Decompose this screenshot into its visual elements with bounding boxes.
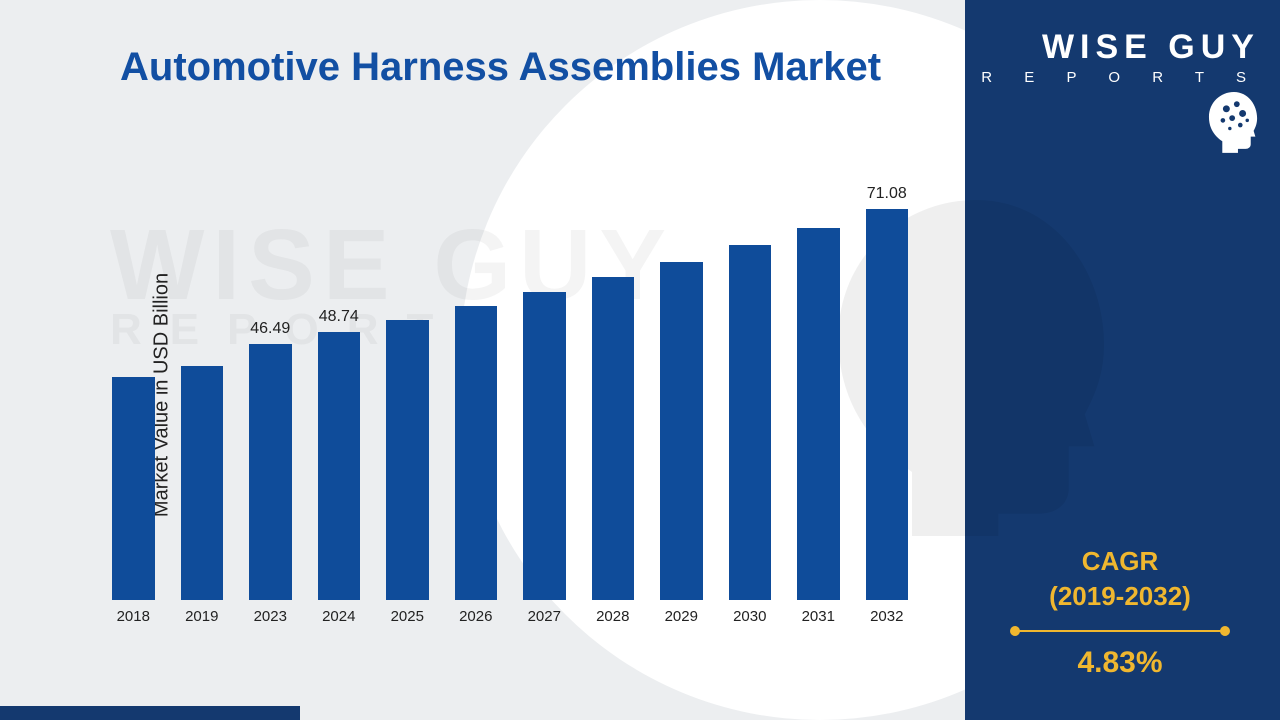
bars-container: 46.49 48.74 71.08 — [100, 160, 920, 600]
bar-col — [517, 160, 572, 600]
x-tick: 2018 — [106, 600, 161, 630]
chart-title: Automotive Harness Assemblies Market — [120, 44, 881, 90]
bar — [729, 245, 772, 600]
brand-subline: R E P O R T S — [981, 69, 1260, 86]
x-tick: 2028 — [586, 600, 641, 630]
x-tick: 2030 — [723, 600, 778, 630]
footer-accent-bar — [0, 706, 300, 720]
x-tick: 2025 — [380, 600, 435, 630]
x-tick: 2023 — [243, 600, 298, 630]
bar-col — [654, 160, 709, 600]
x-axis-ticks: 2018 2019 2023 2024 2025 2026 2027 2028 2029 2030… — [100, 600, 920, 630]
bar — [455, 306, 498, 600]
bar — [592, 277, 635, 600]
x-tick: 2024 — [312, 600, 367, 630]
report-graphic: WISE GUYREPORTS Automotive Harness Assem… — [0, 0, 1280, 720]
bar-col — [586, 160, 641, 600]
x-tick: 2032 — [860, 600, 915, 630]
bar-value-label: 71.08 — [867, 185, 907, 203]
bar-col: 48.74 — [312, 160, 367, 600]
bar-col — [175, 160, 230, 600]
cagr-period: (2019-2032) — [990, 581, 1250, 612]
bar-chart: Market Value in USD Billion 46.4948.7471… — [40, 160, 920, 630]
x-tick: 2026 — [449, 600, 504, 630]
x-tick: 2029 — [654, 600, 709, 630]
bar-value-label: 48.74 — [319, 308, 359, 326]
bar-col: 71.08 — [860, 160, 915, 600]
bar — [249, 344, 292, 600]
cagr-value: 4.83% — [990, 646, 1250, 680]
brand-name-text: WISE GUY — [1042, 28, 1260, 66]
bar-value-label: 46.49 — [250, 320, 290, 338]
plot-area: 46.49 48.74 71.08 — [100, 160, 920, 600]
bar-col — [380, 160, 435, 600]
cagr-label: CAGR — [990, 546, 1250, 577]
bar — [112, 377, 155, 600]
bar — [181, 366, 224, 600]
bar — [318, 332, 361, 600]
cagr-separator — [1015, 630, 1225, 632]
bar — [797, 228, 840, 600]
brand-name: WISE GUY R E P O R T S — [981, 28, 1260, 86]
bar — [523, 292, 566, 600]
bar-col: 46.49 — [243, 160, 298, 600]
x-tick: 2027 — [517, 600, 572, 630]
x-tick: 2031 — [791, 600, 846, 630]
x-tick: 2019 — [175, 600, 230, 630]
bar — [866, 209, 909, 600]
brand-logo: WISE GUY R E P O R T S — [980, 28, 1260, 155]
bar — [660, 262, 703, 600]
brand-head-icon — [1202, 87, 1260, 155]
bar-col — [791, 160, 846, 600]
bar-col — [449, 160, 504, 600]
bar-col — [106, 160, 161, 600]
bar-col — [723, 160, 778, 600]
bar — [386, 320, 429, 601]
cagr-block: CAGR (2019-2032) 4.83% — [990, 546, 1250, 680]
